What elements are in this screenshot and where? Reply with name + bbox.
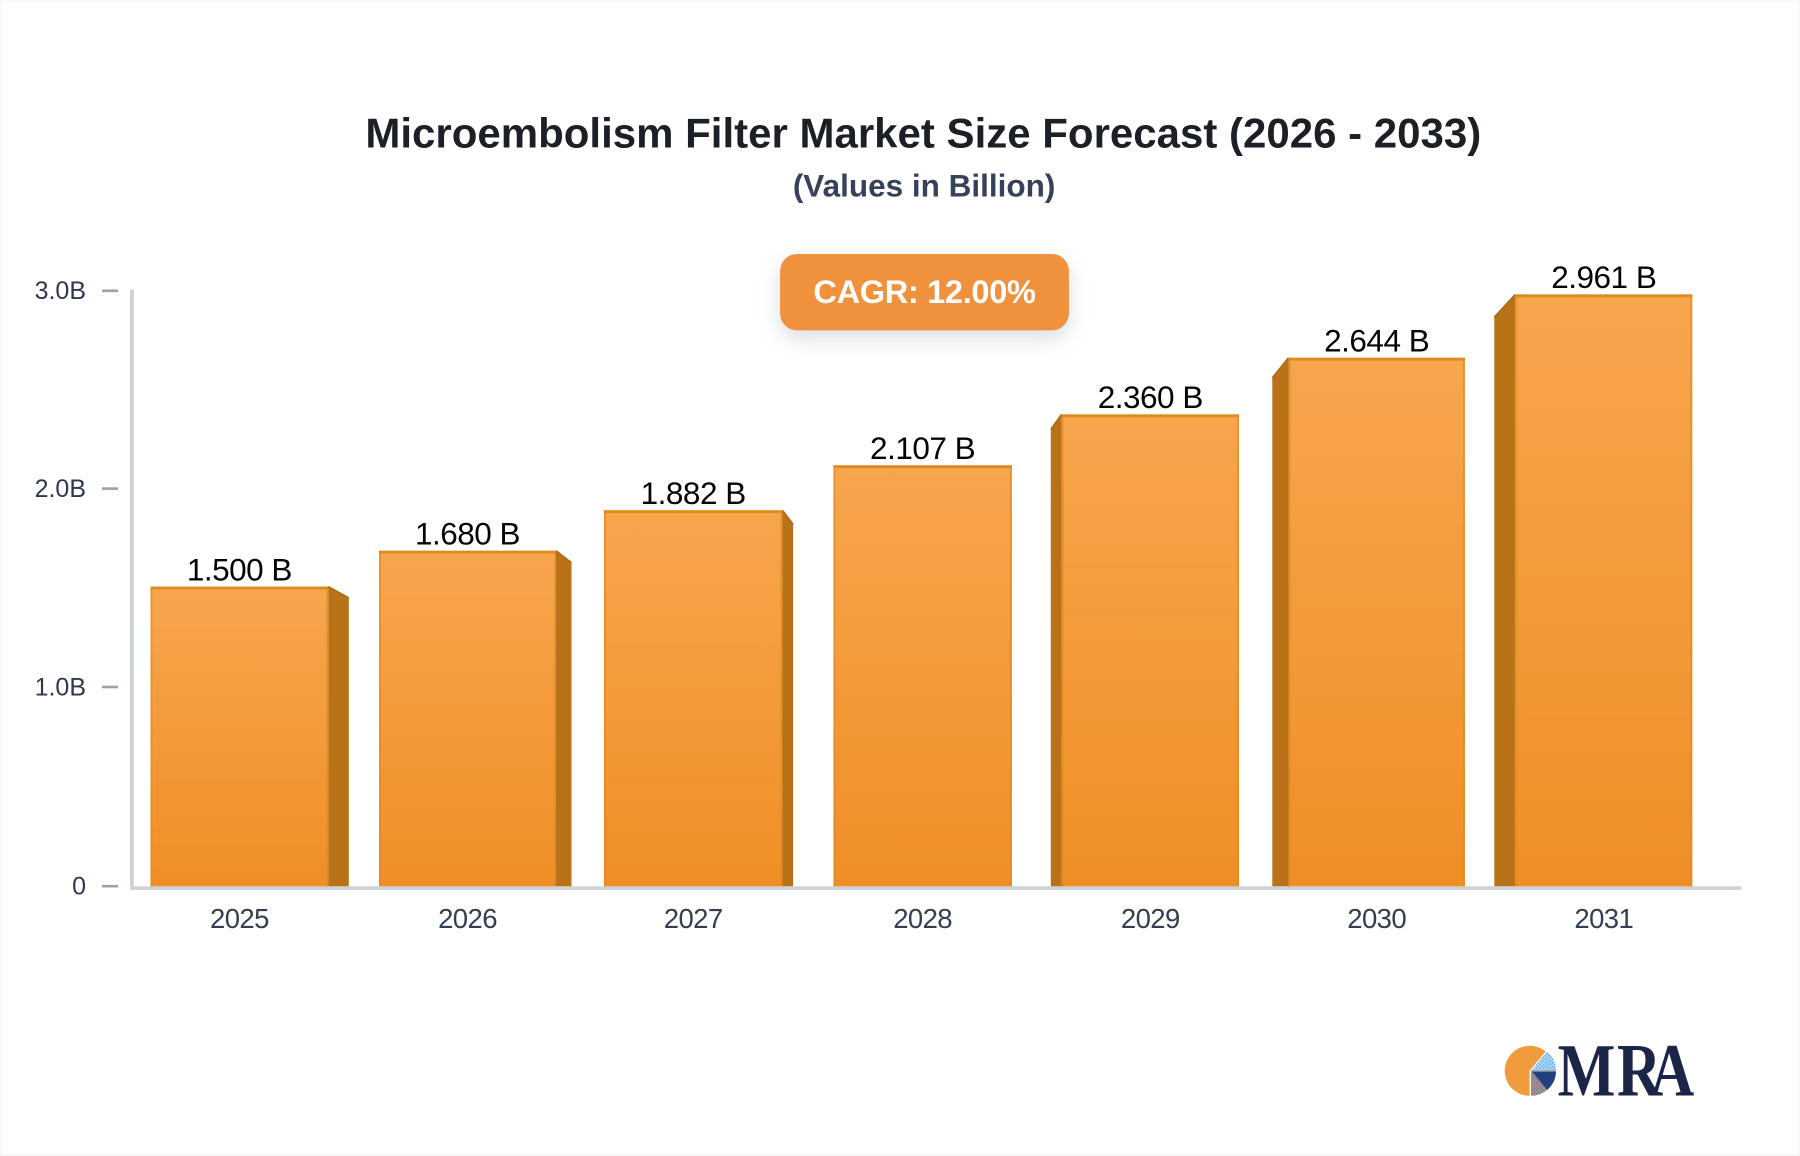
svg-text:M: M bbox=[1558, 1029, 1616, 1112]
svg-text:2.0B: 2.0B bbox=[35, 475, 86, 503]
svg-text:1.882 B: 1.882 B bbox=[641, 475, 746, 511]
svg-text:2027: 2027 bbox=[664, 903, 723, 934]
svg-text:0: 0 bbox=[72, 873, 86, 901]
svg-text:1.680 B: 1.680 B bbox=[415, 516, 520, 552]
svg-text:2.107 B: 2.107 B bbox=[870, 430, 975, 466]
svg-text:CAGR: 12.00%: CAGR: 12.00% bbox=[813, 274, 1036, 310]
svg-text:2028: 2028 bbox=[893, 903, 952, 934]
svg-text:1.500 B: 1.500 B bbox=[187, 551, 292, 587]
svg-text:2.644 B: 2.644 B bbox=[1324, 323, 1429, 359]
svg-text:1.0B: 1.0B bbox=[35, 673, 86, 701]
svg-text:A: A bbox=[1650, 1029, 1694, 1112]
svg-text:2.961 B: 2.961 B bbox=[1551, 259, 1656, 295]
svg-text:2025: 2025 bbox=[210, 903, 269, 934]
svg-text:2026: 2026 bbox=[438, 903, 497, 934]
svg-text:2031: 2031 bbox=[1574, 903, 1633, 934]
svg-text:(Values in Billion): (Values in Billion) bbox=[793, 168, 1056, 204]
svg-text:R: R bbox=[1617, 1029, 1663, 1112]
svg-text:Microembolism Filter Market Si: Microembolism Filter Market Size Forecas… bbox=[365, 110, 1481, 157]
svg-text:2030: 2030 bbox=[1347, 903, 1406, 934]
svg-text:2029: 2029 bbox=[1121, 903, 1180, 934]
svg-text:2.360 B: 2.360 B bbox=[1098, 379, 1203, 415]
svg-text:3.0B: 3.0B bbox=[35, 277, 86, 305]
